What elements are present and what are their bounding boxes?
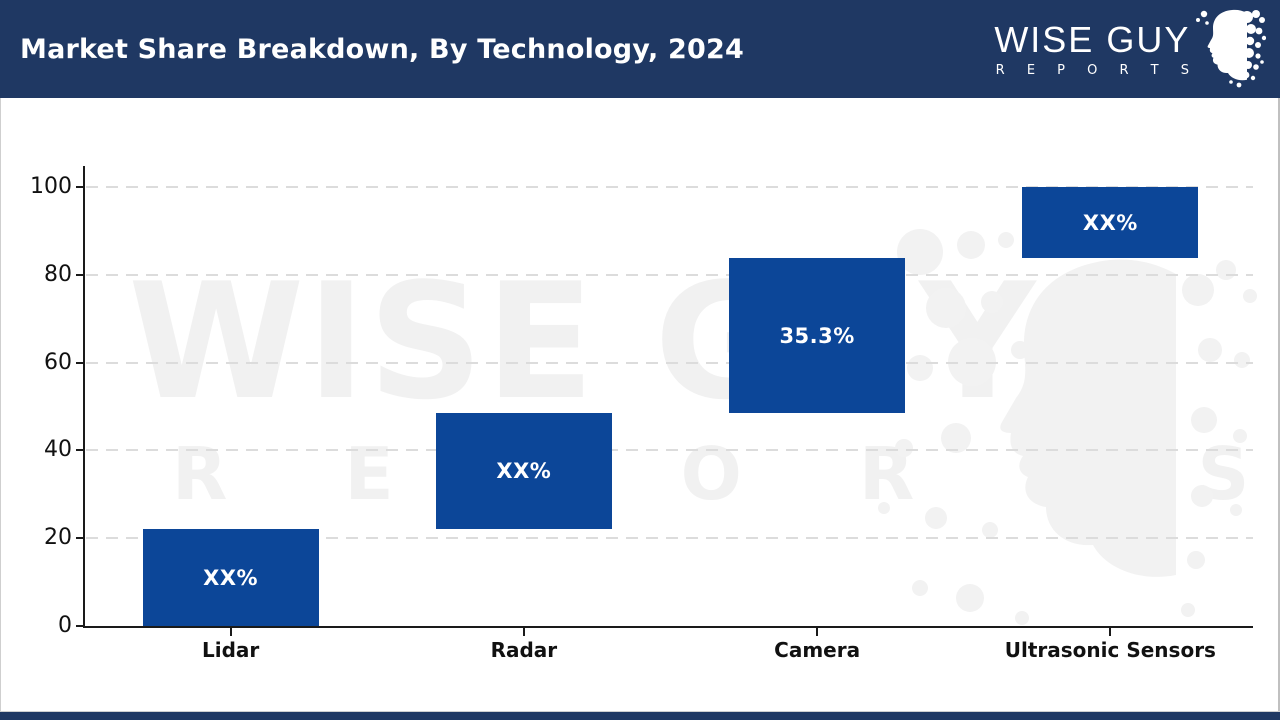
y-axis-tick-label: 0 <box>58 613 72 638</box>
x-axis-category-label: Lidar <box>201 638 260 662</box>
bar-lidar: XX% <box>142 529 319 626</box>
y-axis-tick <box>76 361 84 364</box>
y-axis-tick <box>76 449 84 452</box>
bar-radar: XX% <box>435 413 612 530</box>
page-title: Market Share Breakdown, By Technology, 2… <box>20 33 745 65</box>
y-axis-tick <box>76 625 84 627</box>
bar-value-label: 35.3% <box>779 323 855 348</box>
bar-value-label: XX% <box>1082 210 1138 235</box>
x-axis-line <box>83 626 1253 628</box>
bar-value-label: XX% <box>496 459 552 484</box>
y-axis-tick <box>76 537 84 540</box>
x-axis-category-label: Ultrasonic Sensors <box>1004 638 1216 662</box>
y-axis-line <box>83 166 85 628</box>
x-axis-tick <box>229 628 232 636</box>
x-axis-tick <box>522 628 525 636</box>
y-axis-tick-label: 100 <box>30 174 72 199</box>
y-axis-tick <box>76 273 84 276</box>
gridline-y80 <box>86 273 1253 276</box>
wiseguy-logo: WISE GUY R E P O R T S <box>987 7 1266 91</box>
bar-camera: 35.3% <box>729 258 906 414</box>
x-axis-category-label: Camera <box>774 638 861 662</box>
logo-text: WISE GUY R E P O R T S <box>987 18 1198 78</box>
logo-wordmark: WISE GUY <box>994 18 1191 60</box>
gridline-y40 <box>86 449 1253 452</box>
x-axis-tick <box>1109 628 1112 636</box>
watermark-head-profile-dots-icon <box>873 229 1257 625</box>
x-axis-tick <box>816 628 819 636</box>
y-axis-tick <box>76 186 84 188</box>
y-axis-tick-label: 20 <box>44 525 72 551</box>
bar-value-label: XX% <box>203 565 259 590</box>
head-profile-dots-icon <box>1196 9 1266 88</box>
y-axis-tick-label: 60 <box>44 349 72 375</box>
footer-divider <box>0 711 1280 712</box>
header-bar: Market Share Breakdown, By Technology, 2… <box>0 0 1280 98</box>
gridline-y20 <box>86 537 1253 540</box>
gridline-y100 <box>86 186 1253 188</box>
x-axis-category-label: Radar <box>490 638 558 662</box>
y-axis-tick-label: 80 <box>44 261 72 287</box>
gridline-y60 <box>86 361 1253 364</box>
y-axis-tick-label: 40 <box>44 437 72 463</box>
footer-bar <box>0 712 1280 720</box>
logo-subtitle: R E P O R T S <box>995 62 1198 78</box>
bar-ultrasonic-sensors: XX% <box>1022 187 1199 259</box>
